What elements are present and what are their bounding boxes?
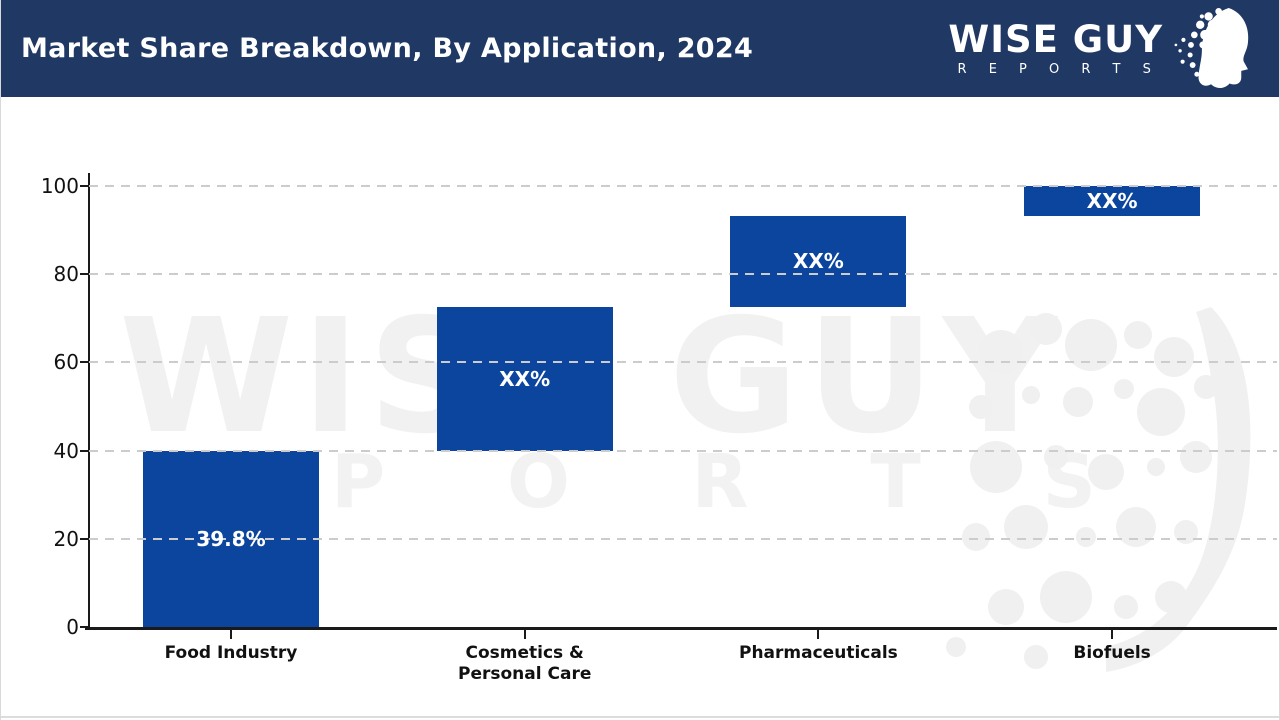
y-axis-line bbox=[88, 172, 90, 629]
wise-guy-logo: WISE GUY R E P O R T S bbox=[948, 3, 1253, 95]
x-axis-line bbox=[85, 627, 1277, 630]
gridline-60 bbox=[89, 361, 1277, 364]
watermark-face-dots bbox=[856, 217, 1256, 691]
logo-wordmark: WISE GUY bbox=[948, 17, 1163, 61]
gridline-20 bbox=[89, 537, 1277, 540]
header-bar: Market Share Breakdown, By Application, … bbox=[1, 0, 1279, 97]
watermark-text-2: P O R T S bbox=[331, 439, 1144, 525]
y-tick-mark-40 bbox=[80, 449, 88, 452]
logo-head-icon bbox=[1165, 3, 1253, 95]
gridline-80 bbox=[89, 273, 1277, 276]
y-tick-label-20: 20 bbox=[53, 526, 79, 551]
x-tick-mark-3 bbox=[1111, 630, 1114, 639]
x-tick-mark-0 bbox=[230, 630, 232, 639]
page-title: Market Share Breakdown, By Application, … bbox=[21, 33, 754, 64]
bar-1[interactable] bbox=[436, 307, 613, 451]
y-tick-label-0: 0 bbox=[66, 615, 79, 639]
x-tick-mark-1 bbox=[523, 630, 526, 639]
x-category-label-2: Pharmaceuticals bbox=[739, 643, 898, 663]
bar-value-label-3: XX% bbox=[1086, 188, 1138, 213]
bar-value-label-0: 39.8% bbox=[196, 527, 266, 552]
bottom-border bbox=[1, 716, 1279, 718]
y-tick-mark-80 bbox=[80, 273, 88, 276]
y-tick-mark-100 bbox=[80, 185, 88, 187]
y-tick-mark-20 bbox=[80, 537, 88, 540]
gridline-100 bbox=[89, 185, 1277, 187]
y-tick-mark-0 bbox=[80, 626, 88, 628]
gridline-40 bbox=[89, 449, 1277, 452]
y-tick-label-80: 80 bbox=[53, 262, 79, 287]
logo-text: WISE GUY R E P O R T S bbox=[948, 21, 1163, 77]
chart-area: WISE GUY P O R T S 0 20 40 60 80 100 39.8% F bbox=[1, 97, 1279, 717]
y-tick-label-100: 100 bbox=[40, 174, 79, 198]
bar-2[interactable] bbox=[730, 215, 907, 308]
logo-subtitle: R E P O R T S bbox=[957, 61, 1160, 77]
bar-value-label-2: XX% bbox=[792, 249, 844, 274]
x-tick-mark-2 bbox=[817, 630, 820, 639]
bar-3[interactable] bbox=[1024, 186, 1201, 216]
x-category-label-0: Food Industry bbox=[164, 643, 298, 663]
y-tick-mark-60 bbox=[80, 361, 88, 364]
y-tick-label-40: 40 bbox=[53, 438, 79, 463]
x-category-label-3: Biofuels bbox=[1073, 643, 1151, 663]
y-tick-label-60: 60 bbox=[53, 350, 79, 375]
x-category-label-1: Cosmetics & Personal Care bbox=[458, 643, 592, 685]
bar-value-label-1: XX% bbox=[499, 366, 551, 391]
